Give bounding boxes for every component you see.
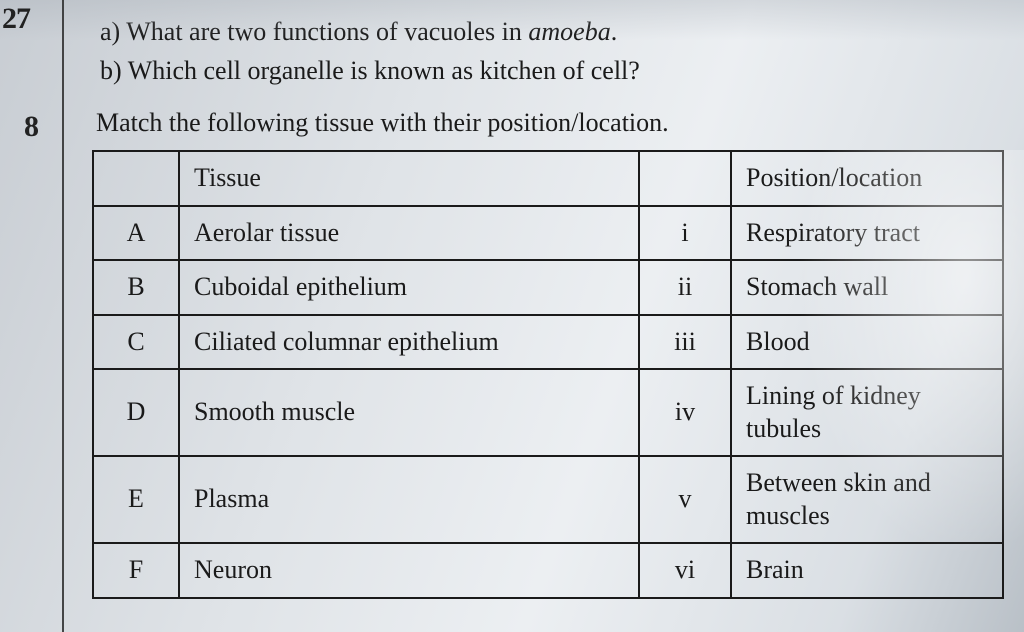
row-num: ii — [639, 260, 731, 315]
header-blank-1 — [93, 151, 179, 206]
table-row: E Plasma v Between skin and muscles — [93, 456, 1003, 543]
row-location: Stomach wall — [731, 260, 1003, 315]
question-27: a) What are two functions of vacuoles in… — [90, 14, 984, 88]
row-num: vi — [639, 543, 731, 598]
q27-part-a: a) What are two functions of vacuoles in… — [100, 14, 984, 49]
table-row: F Neuron vi Brain — [93, 543, 1003, 598]
table-row: B Cuboidal epithelium ii Stomach wall — [93, 260, 1003, 315]
q27-b-text: Which cell organelle is known as kitchen… — [128, 56, 640, 85]
worksheet-page: 27 8 a) What are two functions of vacuol… — [0, 0, 1024, 632]
header-location: Position/location — [731, 151, 1003, 206]
q27-a-text-1: What are two functions of vacuoles in — [126, 17, 528, 46]
table-row: A Aerolar tissue i Respiratory tract — [93, 206, 1003, 261]
header-blank-2 — [639, 151, 731, 206]
row-label: F — [93, 543, 179, 598]
row-num: i — [639, 206, 731, 261]
row-location: Brain — [731, 543, 1003, 598]
table-row: C Ciliated columnar epithelium iii Blood — [93, 315, 1003, 370]
row-tissue: Neuron — [179, 543, 639, 598]
question-number-27: 27 — [2, 2, 30, 36]
q27-a-text-2: . — [611, 17, 618, 46]
row-num: iii — [639, 315, 731, 370]
row-location: Respiratory tract — [731, 206, 1003, 261]
row-label: B — [93, 260, 179, 315]
row-label: D — [93, 369, 179, 456]
tissue-match-table: Tissue Position/location A Aerolar tissu… — [92, 150, 1004, 599]
row-tissue: Cuboidal epithelium — [179, 260, 639, 315]
row-location: Between skin and muscles — [731, 456, 1003, 543]
q27-a-italic: amoeba — [528, 17, 610, 46]
row-num: v — [639, 456, 731, 543]
row-tissue: Plasma — [179, 456, 639, 543]
table-row: D Smooth muscle iv Lining of kidney tubu… — [93, 369, 1003, 456]
table-header-row: Tissue Position/location — [93, 151, 1003, 206]
row-tissue: Smooth muscle — [179, 369, 639, 456]
row-tissue: Aerolar tissue — [179, 206, 639, 261]
question-number-8: 8 — [24, 110, 38, 144]
header-tissue: Tissue — [179, 151, 639, 206]
margin-rule-line — [62, 0, 64, 632]
row-tissue: Ciliated columnar epithelium — [179, 315, 639, 370]
row-location: Lining of kidney tubules — [731, 369, 1003, 456]
row-label: E — [93, 456, 179, 543]
row-label: C — [93, 315, 179, 370]
row-num: iv — [639, 369, 731, 456]
match-instruction: Match the following tissue with their po… — [96, 108, 984, 138]
row-label: A — [93, 206, 179, 261]
row-location: Blood — [731, 315, 1003, 370]
q27-a-prefix: a) — [100, 17, 126, 46]
q27-b-prefix: b) — [100, 56, 128, 85]
q27-part-b: b) Which cell organelle is known as kitc… — [100, 53, 984, 88]
